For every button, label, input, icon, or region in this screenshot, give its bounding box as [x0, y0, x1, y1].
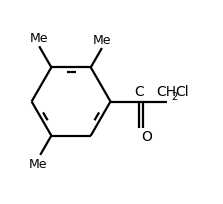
Text: O: O — [141, 129, 152, 143]
Text: 2: 2 — [172, 92, 178, 102]
Text: CH: CH — [156, 85, 176, 99]
Text: Cl: Cl — [176, 85, 189, 99]
Text: Me: Me — [29, 157, 47, 170]
Text: Me: Me — [93, 34, 111, 47]
Text: Me: Me — [30, 32, 48, 45]
Text: C: C — [134, 85, 144, 99]
